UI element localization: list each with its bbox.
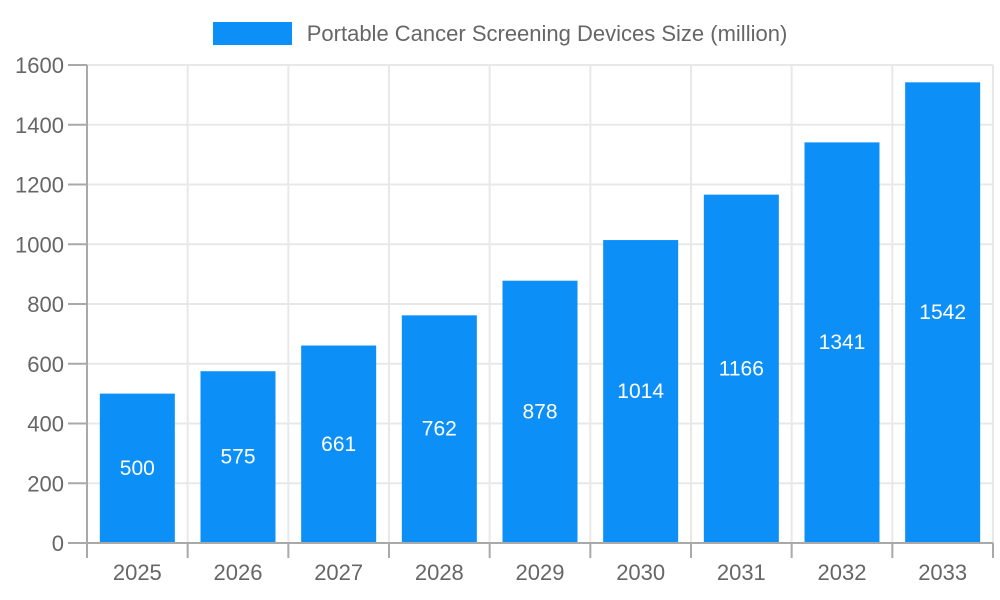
y-tick-label: 600	[27, 352, 64, 377]
x-tick-label: 2026	[214, 560, 263, 585]
bar-value-label: 1341	[819, 331, 866, 354]
x-tick-label: 2028	[415, 560, 464, 585]
bar-value-label: 1542	[919, 301, 966, 324]
bar-value-label: 661	[321, 433, 356, 456]
x-tick-label: 2027	[314, 560, 363, 585]
x-tick-label: 2031	[717, 560, 766, 585]
legend-label: Portable Cancer Screening Devices Size (…	[306, 21, 788, 46]
bar[interactable]	[200, 371, 276, 543]
bar[interactable]	[804, 142, 880, 543]
bar[interactable]	[703, 194, 779, 543]
bar-value-label: 878	[522, 400, 557, 423]
legend[interactable]: Portable Cancer Screening Devices Size (…	[0, 21, 1000, 46]
y-tick-label: 200	[27, 471, 64, 496]
bar[interactable]	[301, 345, 377, 543]
y-tick-label: 1600	[15, 53, 64, 78]
bar[interactable]	[401, 315, 477, 543]
bar[interactable]	[99, 393, 175, 543]
bar-value-label: 500	[120, 457, 155, 480]
y-tick-label: 1200	[15, 173, 64, 198]
bar[interactable]	[905, 82, 981, 543]
bar[interactable]	[603, 240, 679, 543]
y-tick-label: 1000	[15, 232, 64, 257]
x-tick-label: 2025	[113, 560, 162, 585]
x-tick-label: 2032	[818, 560, 867, 585]
y-tick-label: 1400	[15, 113, 64, 138]
y-tick-label: 400	[27, 412, 64, 437]
x-tick-label: 2029	[516, 560, 565, 585]
bar-value-label: 1014	[617, 380, 664, 403]
y-tick-label: 800	[27, 292, 64, 317]
y-tick-label: 0	[52, 531, 64, 556]
bar-value-label: 575	[220, 446, 255, 469]
bar-value-label: 1166	[719, 357, 764, 380]
bar-value-label: 762	[422, 418, 457, 441]
x-tick-label: 2030	[616, 560, 665, 585]
bar[interactable]	[502, 280, 578, 543]
x-tick-label: 2033	[918, 560, 967, 585]
legend-swatch-icon	[212, 22, 292, 45]
